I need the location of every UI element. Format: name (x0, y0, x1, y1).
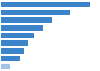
Bar (1, 33, 34, 38)
Bar (1, 64, 10, 69)
Bar (1, 56, 20, 61)
Bar (1, 2, 90, 7)
Bar (1, 25, 43, 31)
Bar (1, 48, 24, 54)
Bar (1, 40, 28, 46)
Bar (1, 17, 52, 23)
Bar (1, 10, 70, 15)
